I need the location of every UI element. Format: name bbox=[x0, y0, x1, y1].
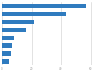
Bar bbox=[2, 51, 11, 56]
Bar bbox=[2, 20, 34, 24]
Bar bbox=[2, 59, 9, 64]
Bar bbox=[2, 4, 86, 8]
Bar bbox=[2, 28, 26, 32]
Bar bbox=[2, 43, 12, 48]
Bar bbox=[2, 36, 14, 40]
Bar bbox=[2, 12, 66, 16]
